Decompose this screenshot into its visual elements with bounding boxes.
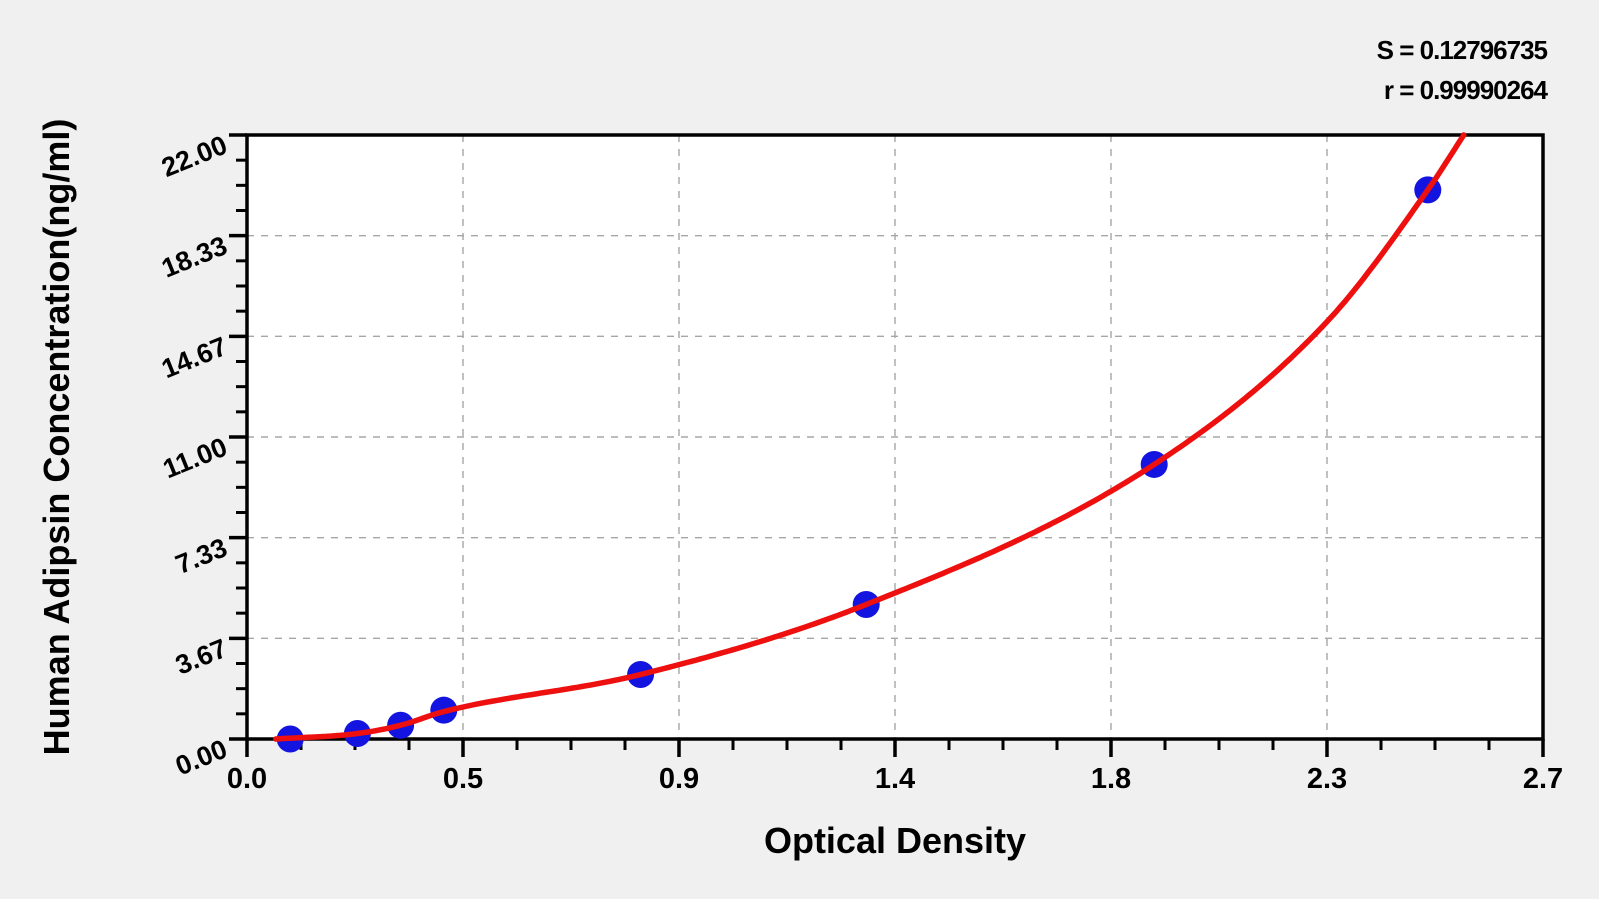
- y-tick-label: 22.00: [157, 130, 231, 183]
- y-tick-label: 18.33: [157, 230, 231, 283]
- y-tick-label: 3.67: [171, 633, 231, 681]
- plot-frame: [245, 133, 1545, 741]
- y-tick-label: 11.00: [159, 432, 232, 485]
- x-tick-label: 1.8: [1091, 763, 1131, 795]
- fit-curve: [273, 132, 1467, 742]
- y-tick-label: 0.00: [171, 734, 231, 782]
- x-tick-label: 0.0: [227, 763, 267, 795]
- x-tick-label: 2.7: [1523, 763, 1563, 795]
- x-tick-label: 1.4: [875, 763, 915, 795]
- x-tick-label: 0.5: [443, 763, 483, 795]
- stat-r: r = 0.99990264: [1383, 75, 1548, 105]
- x-tick-label: 0.9: [659, 763, 699, 795]
- y-tick-label: 7.33: [171, 532, 231, 580]
- x-axis-title: Optical Density: [763, 820, 1027, 861]
- stat-s: S = 0.12796735: [1376, 35, 1548, 65]
- fit-statistics: S = 0.12796735 r = 0.99990264: [1376, 30, 1548, 110]
- y-axis-title: Human Adipsin Concentration(ng/ml): [36, 118, 77, 756]
- x-tick-label: 2.3: [1307, 763, 1347, 795]
- y-tick-label: 14.67: [157, 331, 231, 384]
